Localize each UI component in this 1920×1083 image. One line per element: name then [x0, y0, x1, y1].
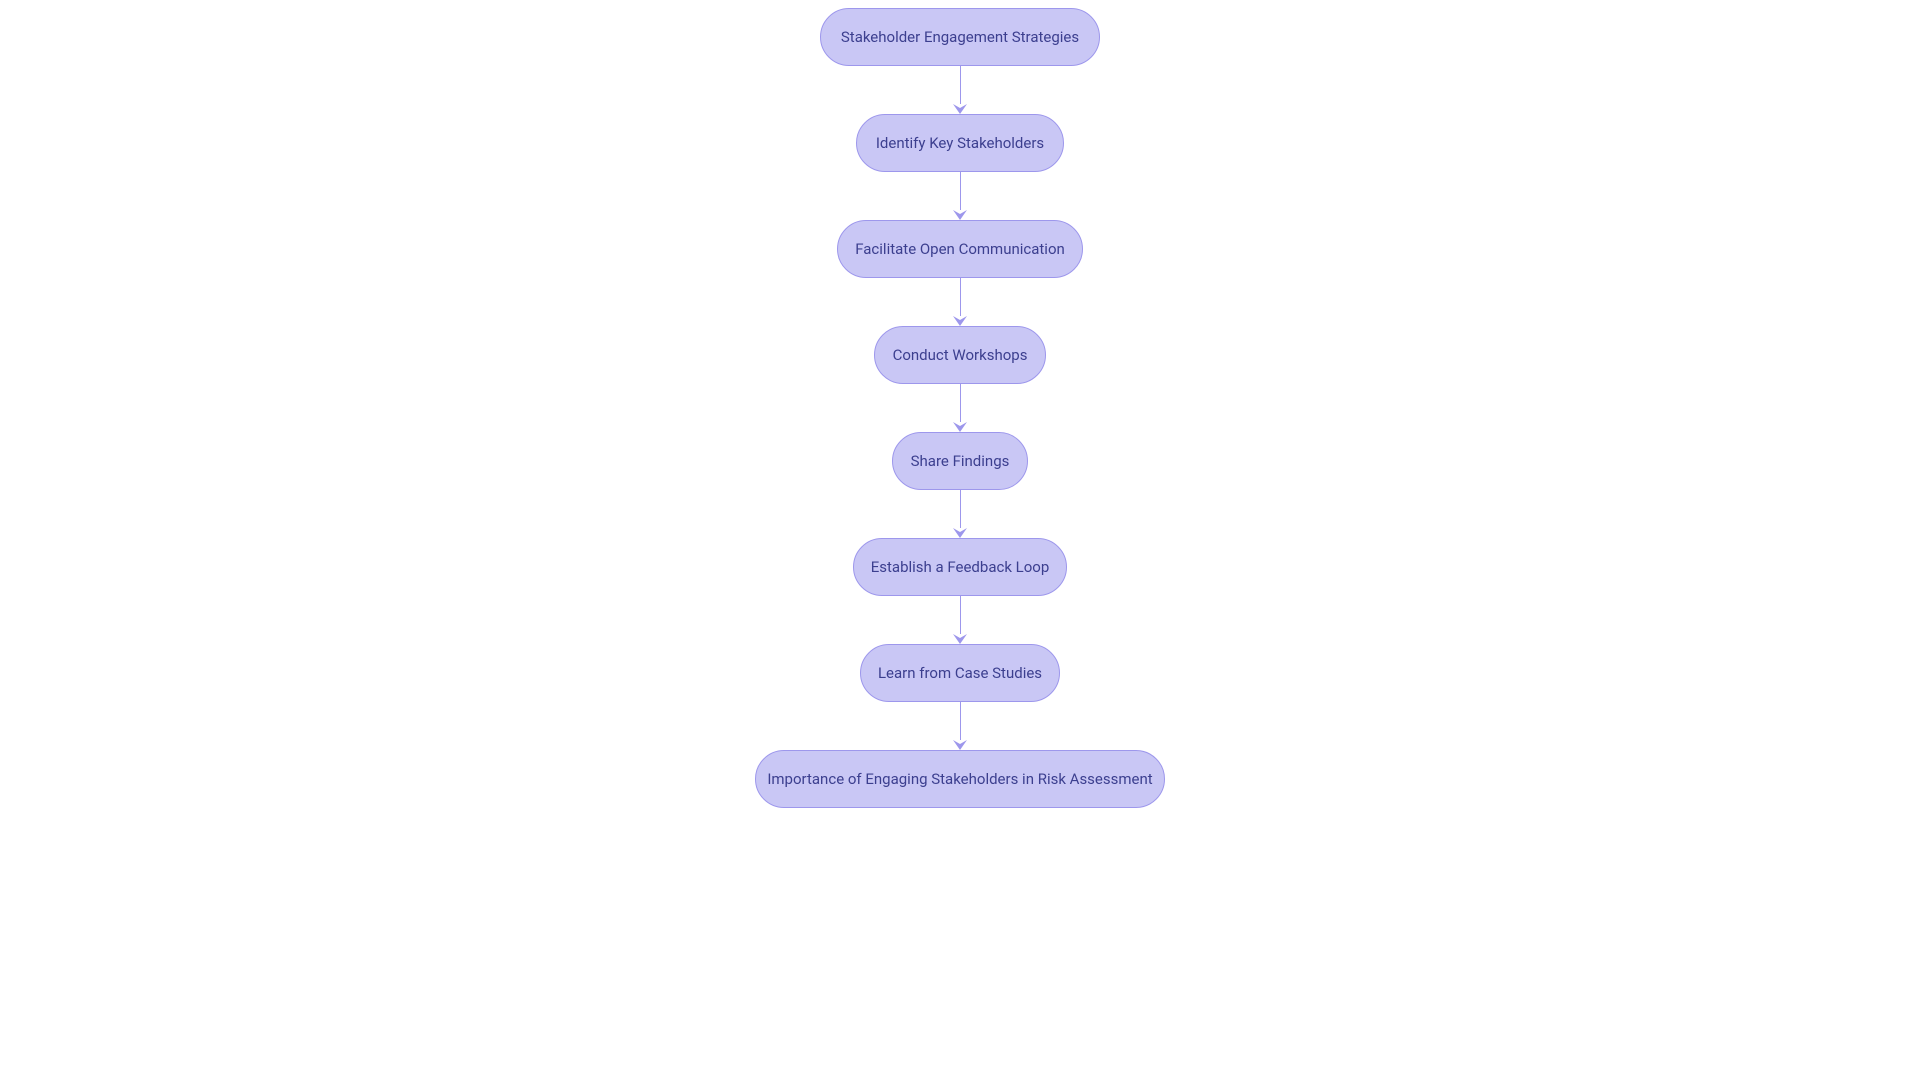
flowchart-arrow: [953, 384, 967, 432]
flowchart-node-label: Stakeholder Engagement Strategies: [841, 28, 1079, 46]
flowchart-node-label: Share Findings: [911, 452, 1010, 470]
flowchart-arrow-line: [960, 596, 961, 634]
flowchart-node: Stakeholder Engagement Strategies: [820, 8, 1100, 66]
chevron-down-icon: [953, 422, 967, 432]
flowchart-arrow: [953, 172, 967, 220]
flowchart-node-label: Learn from Case Studies: [878, 664, 1042, 682]
flowchart-arrow: [953, 596, 967, 644]
flowchart-arrow: [953, 490, 967, 538]
flowchart-node-label: Conduct Workshops: [893, 346, 1028, 364]
flowchart-node: Share Findings: [892, 432, 1028, 490]
chevron-down-icon: [953, 104, 967, 114]
flowchart-arrow-line: [960, 702, 961, 740]
flowchart-arrow-line: [960, 172, 961, 210]
flowchart-arrow: [953, 702, 967, 750]
flowchart-node-label: Facilitate Open Communication: [855, 240, 1065, 258]
flowchart-arrow-line: [960, 384, 961, 422]
flowchart-arrow-line: [960, 490, 961, 528]
flowchart-arrow: [953, 66, 967, 114]
chevron-down-icon: [953, 528, 967, 538]
flowchart-node: Establish a Feedback Loop: [853, 538, 1067, 596]
flowchart-node: Importance of Engaging Stakeholders in R…: [755, 750, 1165, 808]
flowchart-node-label: Establish a Feedback Loop: [871, 558, 1050, 576]
flowchart-node: Identify Key Stakeholders: [856, 114, 1064, 172]
flowchart-arrow-line: [960, 66, 961, 104]
flowchart-arrow-line: [960, 278, 961, 316]
flowchart-node: Facilitate Open Communication: [837, 220, 1083, 278]
chevron-down-icon: [953, 210, 967, 220]
chevron-down-icon: [953, 634, 967, 644]
flowchart-node: Learn from Case Studies: [860, 644, 1060, 702]
flowchart-node: Conduct Workshops: [874, 326, 1046, 384]
flowchart-node-label: Identify Key Stakeholders: [876, 134, 1044, 152]
chevron-down-icon: [953, 740, 967, 750]
flowchart-container: Stakeholder Engagement Strategies Identif…: [755, 8, 1165, 808]
chevron-down-icon: [953, 316, 967, 326]
flowchart-arrow: [953, 278, 967, 326]
flowchart-node-label: Importance of Engaging Stakeholders in R…: [767, 770, 1152, 788]
